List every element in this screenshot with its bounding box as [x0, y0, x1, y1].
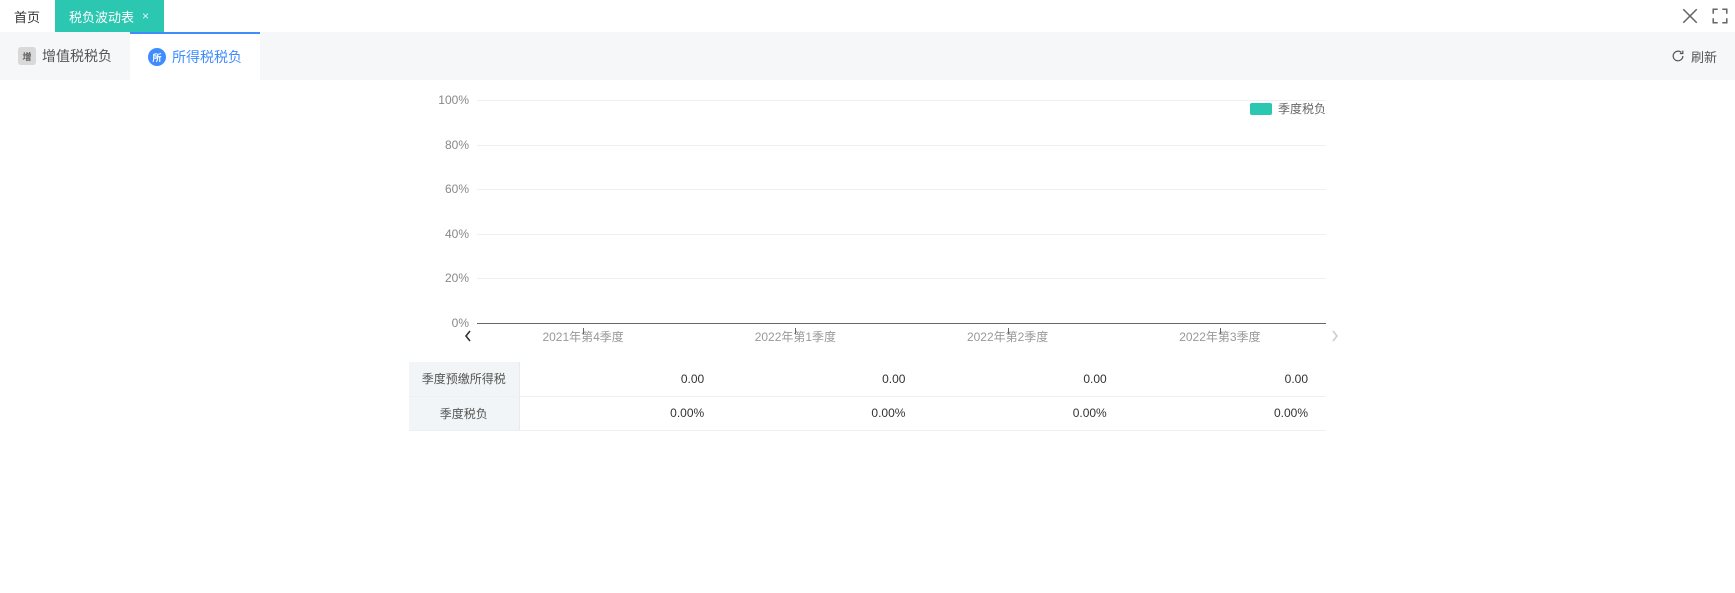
refresh-icon [1671, 49, 1685, 63]
data-table: 季度预缴所得税0.000.000.000.00季度税负0.00%0.00%0.0… [409, 362, 1326, 431]
tab-home-label: 首页 [14, 7, 40, 26]
chart-plot: 0%20%40%60%80%100% 2021年第4季度2022年第1季度202… [477, 100, 1326, 348]
table-cell: 0.00 [1125, 362, 1326, 396]
table-cell: 0.00 [923, 362, 1124, 396]
y-tick-label: 60% [429, 182, 469, 196]
x-tick-mark [583, 328, 584, 334]
table-cell: 0.00 [722, 362, 923, 396]
chart-next-arrow[interactable] [1326, 329, 1344, 346]
y-tick-label: 80% [429, 138, 469, 152]
x-tick-mark [1220, 328, 1221, 334]
sub-tab-label: 所得税税负 [172, 47, 242, 67]
refresh-button[interactable]: 刷新 [1671, 32, 1717, 80]
y-tick-label: 40% [429, 227, 469, 241]
chart-container: 季度税负 0%20%40%60%80%100% 2021年第4季度2022年第1… [409, 100, 1326, 348]
chart-canvas: 0%20%40%60%80%100% [477, 100, 1326, 324]
table-cell: 0.00% [923, 396, 1124, 430]
y-tick-label: 20% [429, 271, 469, 285]
sub-tab-income-tax[interactable]: 所所得税税负 [130, 32, 260, 80]
sub-tab-bar: 增增值税税负所所得税税负 刷新 [0, 32, 1735, 80]
table-cell: 0.00 [519, 362, 722, 396]
chart-x-axis: 2021年第4季度2022年第1季度2022年第2季度2022年第3季度 [477, 328, 1326, 348]
x-tick-mark [1008, 328, 1009, 334]
table-row: 季度税负0.00%0.00%0.00%0.00% [409, 396, 1326, 430]
income-tax-icon: 所 [148, 48, 166, 66]
chart-gridline [477, 100, 1326, 101]
tab-tax-fluctuation-label: 税负波动表 [69, 7, 134, 26]
y-tick-label: 100% [429, 93, 469, 107]
chart-gridline [477, 189, 1326, 190]
top-tab-strip: 首页 税负波动表 × [0, 0, 1735, 32]
table-cell: 0.00% [1125, 396, 1326, 430]
chart-gridline [477, 278, 1326, 279]
fullscreen-icon[interactable] [1711, 7, 1729, 25]
close-tab-icon[interactable]: × [142, 9, 149, 23]
table-cell: 0.00% [722, 396, 923, 430]
sub-tab-vat[interactable]: 增增值税税负 [0, 32, 130, 80]
vat-icon: 增 [18, 47, 36, 65]
table-row: 季度预缴所得税0.000.000.000.00 [409, 362, 1326, 396]
tab-home[interactable]: 首页 [0, 0, 55, 32]
sub-tab-label: 增值税税负 [42, 46, 112, 66]
table-cell: 0.00% [519, 396, 722, 430]
close-all-icon[interactable] [1681, 7, 1699, 25]
chart-gridline [477, 234, 1326, 235]
table-row-header: 季度预缴所得税 [409, 362, 519, 396]
table-row-header: 季度税负 [409, 396, 519, 430]
y-tick-label: 0% [429, 316, 469, 330]
chart-prev-arrow[interactable] [459, 329, 477, 346]
refresh-label: 刷新 [1691, 47, 1717, 66]
x-tick-mark [795, 328, 796, 334]
chart-gridline [477, 145, 1326, 146]
tab-tax-fluctuation[interactable]: 税负波动表 × [55, 0, 164, 32]
